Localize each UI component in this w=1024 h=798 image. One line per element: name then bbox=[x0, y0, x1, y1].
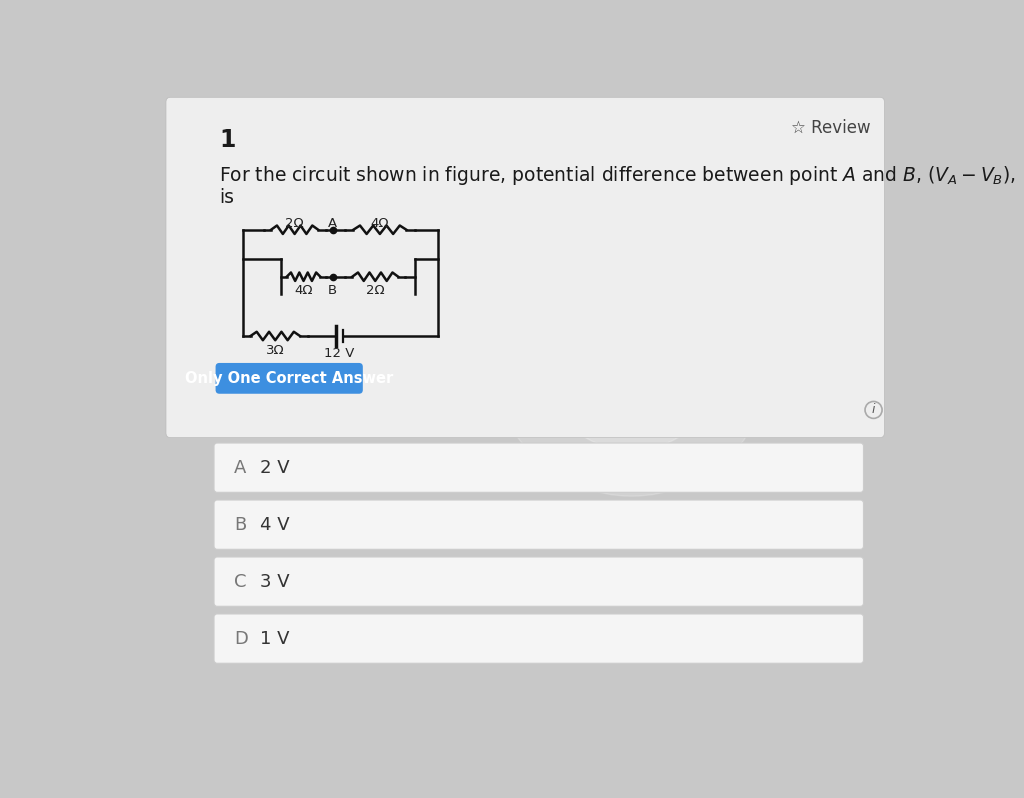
Text: 3Ω: 3Ω bbox=[266, 345, 285, 358]
Text: 1: 1 bbox=[219, 128, 236, 152]
Text: 4 V: 4 V bbox=[260, 516, 290, 534]
Text: 4Ω: 4Ω bbox=[294, 284, 312, 298]
Text: 2Ω: 2Ω bbox=[366, 284, 385, 298]
Text: D: D bbox=[234, 630, 248, 648]
Circle shape bbox=[578, 304, 686, 412]
FancyBboxPatch shape bbox=[214, 557, 863, 606]
Text: For the circuit shown in figure, potential difference between point $A$ and $B$,: For the circuit shown in figure, potenti… bbox=[219, 164, 1017, 187]
Text: ☆ Review: ☆ Review bbox=[791, 119, 870, 137]
Text: 2 V: 2 V bbox=[260, 459, 290, 476]
Text: B: B bbox=[234, 516, 247, 534]
FancyBboxPatch shape bbox=[214, 443, 863, 492]
Text: A: A bbox=[328, 217, 337, 231]
Circle shape bbox=[604, 330, 658, 385]
Text: is: is bbox=[219, 188, 234, 207]
Text: 4Ω: 4Ω bbox=[371, 217, 389, 231]
Text: B: B bbox=[328, 284, 337, 298]
Circle shape bbox=[493, 219, 771, 496]
FancyBboxPatch shape bbox=[166, 97, 885, 437]
Text: 2Ω: 2Ω bbox=[286, 217, 304, 231]
Text: 12 V: 12 V bbox=[325, 347, 354, 360]
Text: i: i bbox=[871, 404, 876, 417]
Text: A: A bbox=[234, 459, 247, 476]
Text: C: C bbox=[234, 573, 247, 591]
Text: 3 V: 3 V bbox=[260, 573, 290, 591]
FancyBboxPatch shape bbox=[214, 614, 863, 663]
FancyBboxPatch shape bbox=[214, 500, 863, 549]
Circle shape bbox=[539, 265, 725, 450]
Text: Only One Correct Answer: Only One Correct Answer bbox=[185, 371, 393, 386]
FancyBboxPatch shape bbox=[216, 363, 362, 393]
Text: 1 V: 1 V bbox=[260, 630, 289, 648]
